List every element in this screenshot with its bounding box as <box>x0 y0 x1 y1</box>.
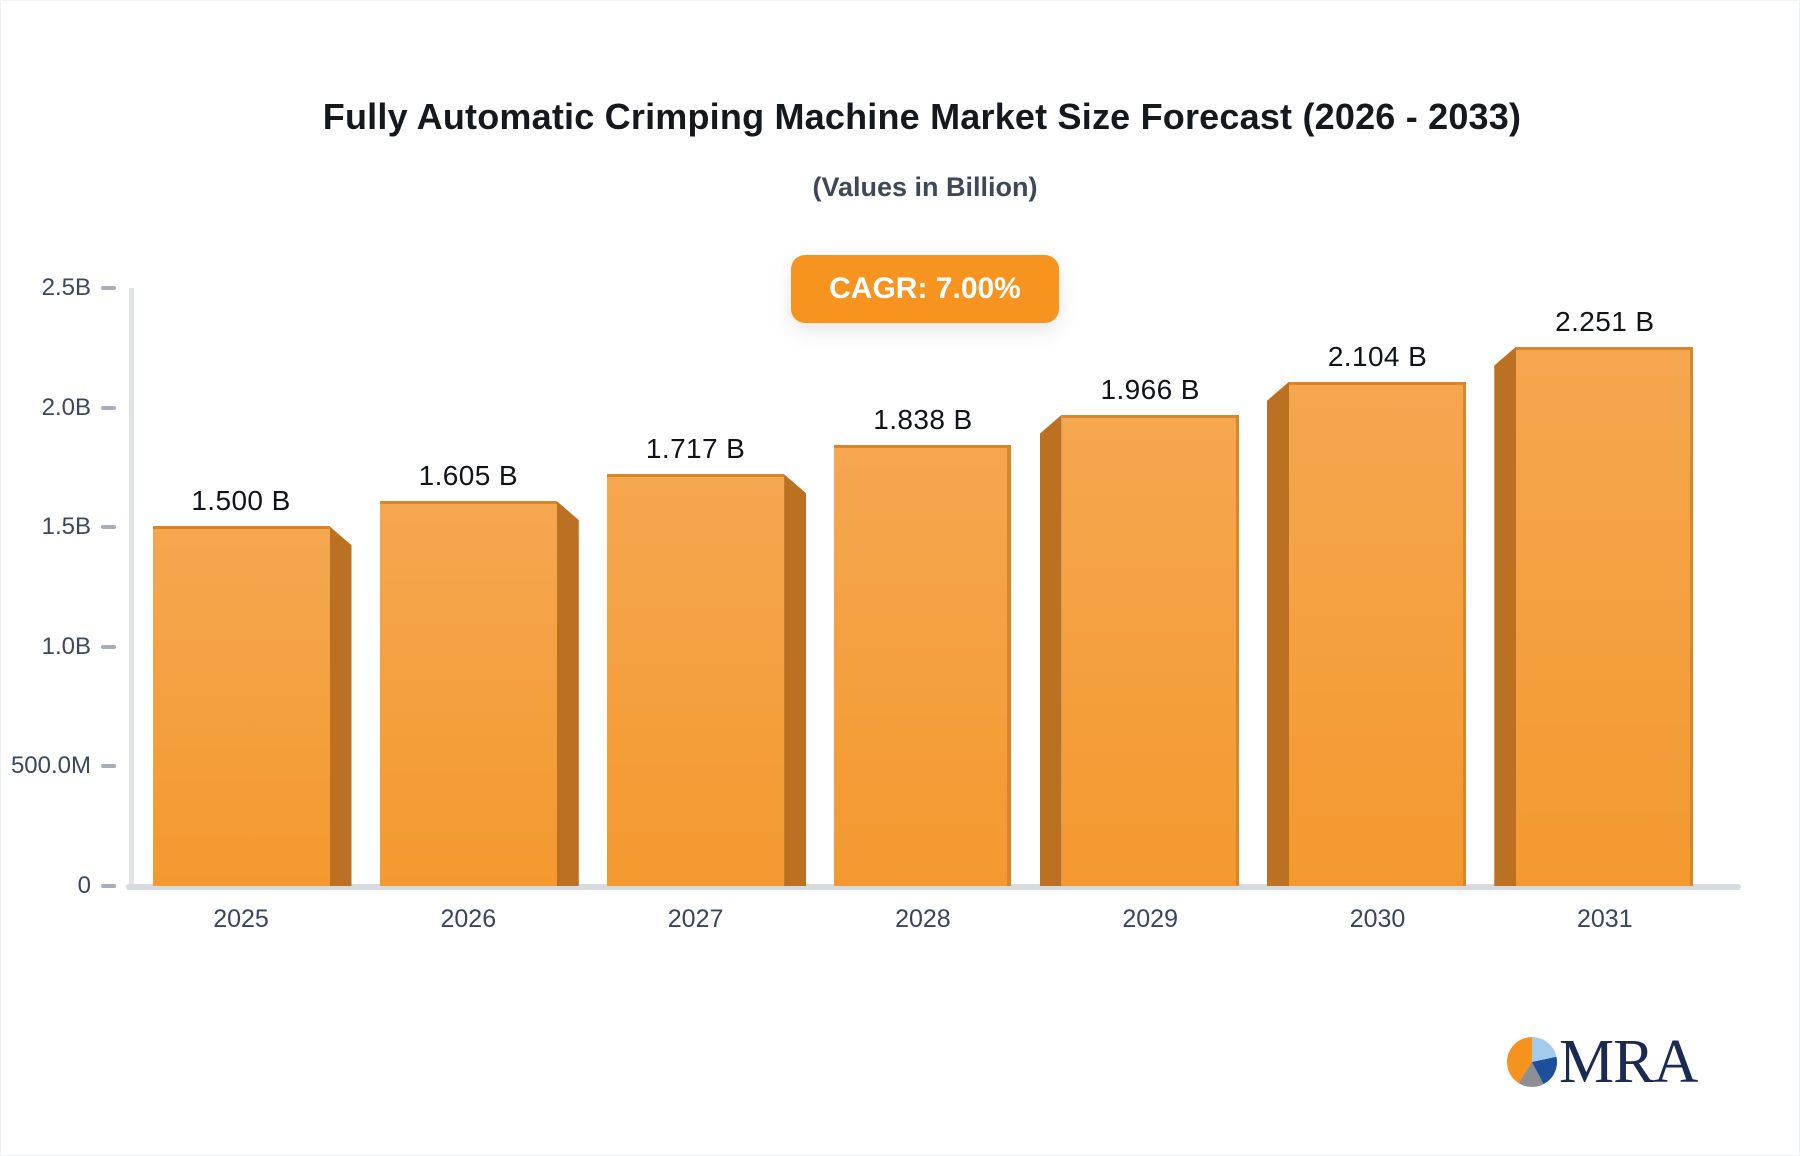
brand-logo: MRA <box>1507 1028 1698 1096</box>
bar-value-label-2026: 1.605 B <box>418 460 518 492</box>
bar-side-2029 <box>1039 414 1062 886</box>
bar-front-2026 <box>379 501 557 886</box>
cagr-badge: CAGR: 7.00% <box>791 255 1059 323</box>
x-axis-baseline <box>126 884 1741 890</box>
y-tick-label: 1.0B <box>41 632 91 660</box>
pie-chart-icon <box>1507 1037 1557 1087</box>
x-axis-label-2026: 2026 <box>440 905 497 933</box>
x-axis-label-2029: 2029 <box>1122 905 1178 933</box>
x-axis-label-2027: 2027 <box>667 905 724 933</box>
bar-front-2030 <box>1289 381 1466 886</box>
bar-value-label-2027: 1.717 B <box>645 433 746 465</box>
bar-value-label-2029: 1.966 B <box>1100 373 1200 405</box>
y-tick-dash <box>101 644 116 649</box>
bar-side-2025 <box>329 526 352 886</box>
y-axis-line <box>129 288 134 884</box>
y-tick-dash <box>101 525 116 530</box>
y-tick-label: 500.0M <box>10 752 91 780</box>
bar-value-label-2028: 1.838 B <box>873 404 973 436</box>
bar-side-2026 <box>556 501 579 886</box>
y-tick-label: 0 <box>77 872 91 899</box>
bar-front-2028 <box>834 445 1012 886</box>
chart-subtitle: (Values in Billion) <box>812 172 1038 202</box>
bar-value-label-2030: 2.104 B <box>1327 340 1428 372</box>
bar-side-2027 <box>784 474 807 886</box>
bar-value-label-2031: 2.251 B <box>1555 305 1655 337</box>
x-axis-label-2030: 2030 <box>1349 905 1406 933</box>
bar-front-2029 <box>1061 414 1239 886</box>
bar-front-2025 <box>152 526 330 886</box>
x-axis-label-2028: 2028 <box>895 905 951 933</box>
y-tick-label: 2.5B <box>41 274 91 301</box>
bar-side-2031 <box>1494 346 1517 886</box>
chart-title: Fully Automatic Crimping Machine Market … <box>322 96 1522 137</box>
bar-value-label-2025: 1.500 B <box>191 485 291 517</box>
y-tick-dash <box>101 764 116 769</box>
y-tick-label: 2.0B <box>41 393 91 421</box>
y-tick-dash <box>101 286 116 290</box>
x-axis-label-2025: 2025 <box>213 905 269 933</box>
bar-side-2030 <box>1267 381 1289 886</box>
x-axis-label-2031: 2031 <box>1576 905 1633 933</box>
bar-front-2027 <box>607 474 785 886</box>
y-tick-label: 1.5B <box>41 513 91 541</box>
brand-text: MRA <box>1559 1028 1698 1096</box>
y-tick-dash <box>101 884 116 888</box>
cagr-badge-label: CAGR: 7.00% <box>829 272 1021 305</box>
bar-front-2031 <box>1516 346 1694 886</box>
y-tick-dash <box>101 405 116 410</box>
